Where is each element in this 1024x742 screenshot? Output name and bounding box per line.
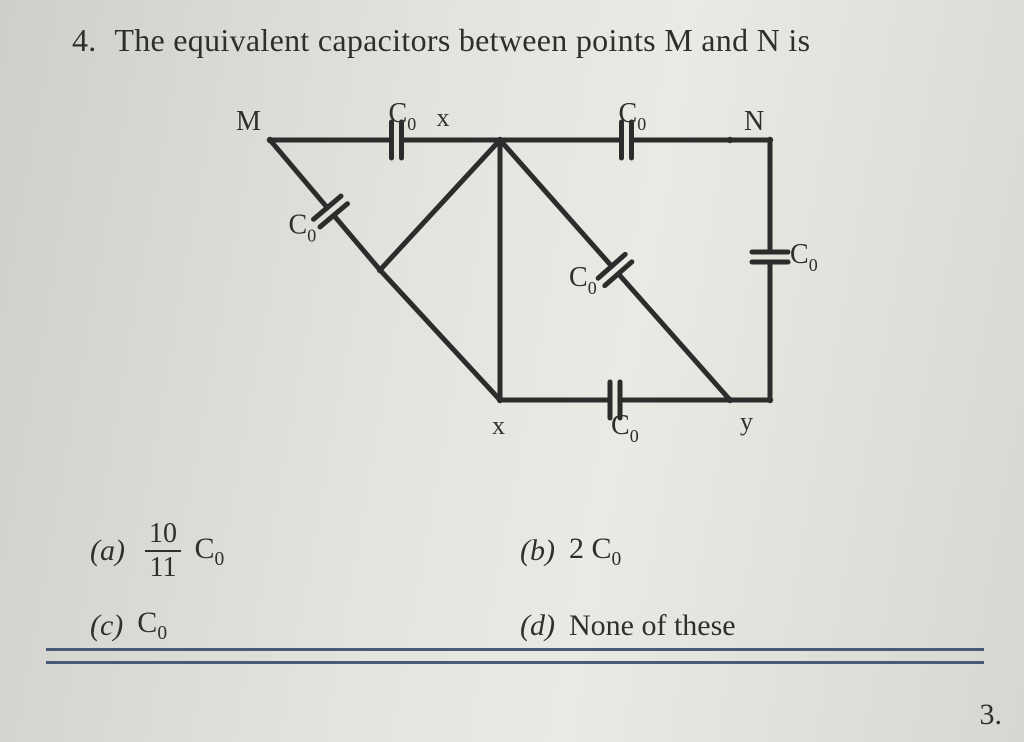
option-b: (b) 2 C0: [520, 520, 950, 582]
option-b-letter: (b): [520, 534, 555, 568]
svg-text:C0: C0: [619, 98, 647, 134]
option-d-body: None of these: [569, 609, 736, 643]
svg-text:y: y: [740, 407, 753, 436]
svg-text:C0: C0: [611, 410, 639, 446]
option-d-letter: (d): [520, 609, 555, 643]
svg-text:x: x: [437, 103, 450, 132]
option-a: (a) 10 11 C0: [90, 520, 520, 582]
svg-text:C0: C0: [289, 210, 317, 246]
options-grid: (a) 10 11 C0 (b) 2 C0 (c) C0 (d): [90, 520, 950, 645]
page-footer: 3.: [980, 698, 1003, 732]
option-a-den: 11: [145, 554, 181, 582]
option-c: (c) C0: [90, 606, 520, 645]
svg-text:x: x: [492, 411, 505, 440]
question-text: The equivalent capacitors between points…: [114, 22, 810, 58]
svg-text:C0: C0: [389, 98, 417, 134]
option-c-text: C: [137, 606, 157, 639]
option-a-sub: 0: [215, 549, 225, 570]
page: 4. The equivalent capacitors between poi…: [0, 0, 1024, 742]
option-a-tail: C: [194, 532, 214, 565]
option-c-sub: 0: [157, 623, 167, 644]
circuit-diagram: C0xC0C0C0C0C0MNxy: [210, 80, 810, 460]
question-number: 4.: [72, 22, 97, 58]
option-a-body: 10 11 C0: [139, 520, 224, 582]
option-b-body: 2 C0: [569, 532, 621, 571]
option-d: (d) None of these: [520, 606, 950, 645]
option-b-sub: 0: [612, 549, 622, 570]
option-c-body: C0: [137, 606, 167, 645]
option-b-text: 2 C: [569, 532, 612, 565]
option-c-letter: (c): [90, 609, 123, 643]
svg-text:C0: C0: [790, 239, 818, 275]
svg-text:N: N: [744, 106, 764, 137]
option-a-letter: (a): [90, 534, 125, 568]
double-rule: [46, 648, 984, 664]
svg-text:C0: C0: [569, 262, 597, 298]
option-a-fraction: 10 11: [145, 520, 181, 582]
svg-text:M: M: [236, 106, 261, 137]
option-a-num: 10: [145, 520, 181, 548]
question-line: 4. The equivalent capacitors between poi…: [72, 22, 810, 59]
